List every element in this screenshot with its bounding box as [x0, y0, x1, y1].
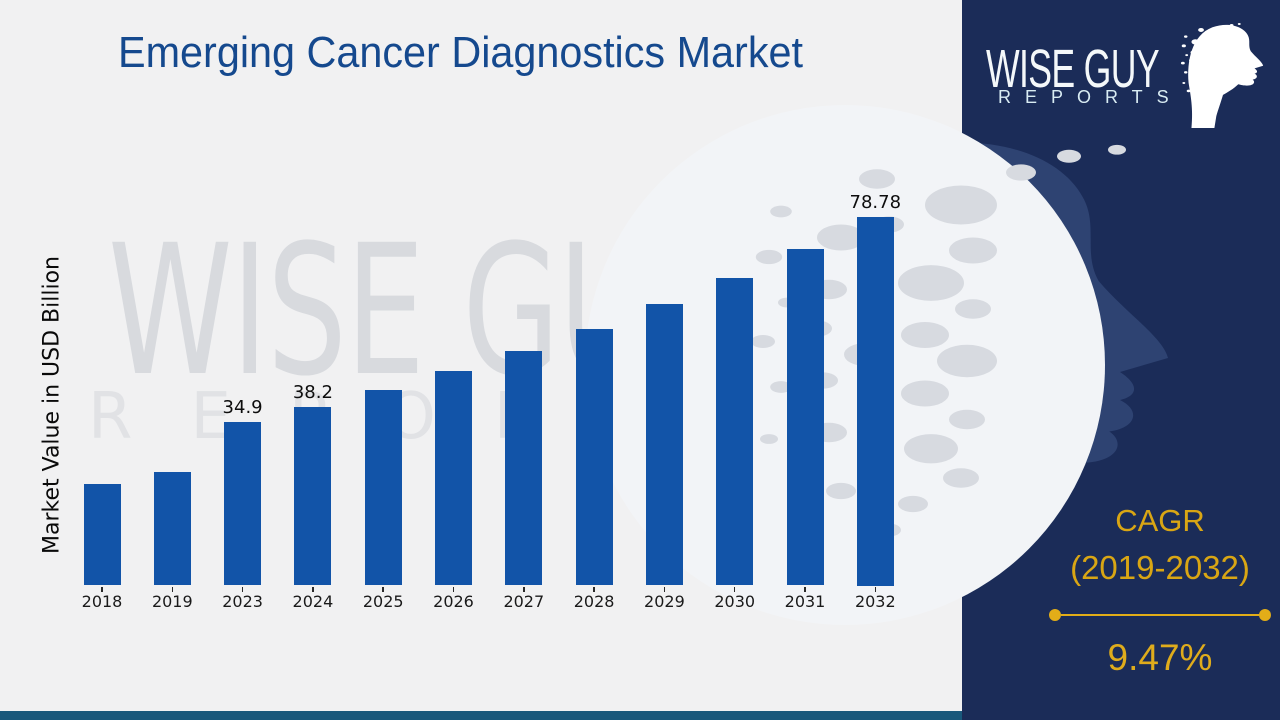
x-axis-tick: [663, 587, 666, 592]
x-axis-tick: [593, 587, 595, 592]
x-tick-label-2025: 2025: [362, 592, 404, 611]
x-axis-tick: [523, 587, 525, 592]
x-axis-tick: [804, 587, 806, 592]
bar-value-label-2032: 78.78: [849, 192, 902, 213]
cagr-heading: CAGR: [1115, 503, 1205, 538]
cagr-divider-line: [1049, 609, 1271, 621]
x-axis-tick: [874, 587, 877, 592]
x-tick-label-2029: 2029: [644, 592, 685, 611]
x-axis-tick: [733, 587, 736, 592]
x-tick-label-2030: 2030: [714, 592, 756, 611]
line-end-dot-left: [1049, 609, 1061, 621]
line-rule: [1061, 613, 1259, 617]
x-axis-tick: [241, 587, 244, 592]
x-axis-tick: [312, 587, 314, 592]
bar-2024: [294, 406, 332, 586]
x-tick-label-2019: 2019: [151, 592, 193, 611]
x-tick-label-2031: 2031: [784, 592, 826, 611]
x-axis-tick: [101, 587, 103, 592]
bar-2031: [786, 248, 824, 586]
line-end-dot-right: [1259, 609, 1271, 621]
bar-2019: [153, 471, 191, 586]
bar-value-label-2024: 38.2: [292, 381, 333, 403]
x-tick-label-2024: 2024: [292, 592, 334, 611]
bar-2025: [364, 389, 402, 586]
cagr-block: CAGR (2019-2032) 9.47%: [1035, 503, 1280, 679]
x-tick-label-2018: 2018: [81, 592, 123, 611]
cagr-range: (2019-2032): [1070, 549, 1250, 586]
x-tick-label-2023: 2023: [222, 592, 263, 611]
x-axis-tick: [171, 587, 174, 592]
bar-2030: [716, 277, 754, 586]
bar-2018: [83, 483, 121, 586]
x-axis-tick: [452, 587, 455, 592]
y-axis-label: Market Value in USD Billion: [39, 255, 65, 555]
bar-2032: [856, 217, 894, 586]
x-tick-label-2026: 2026: [433, 592, 474, 611]
bar-value-label-2023: 34.9: [222, 397, 263, 419]
page-title: Emerging Cancer Diagnostics Market: [118, 28, 804, 77]
cagr-value: 9.47%: [1107, 637, 1213, 678]
x-tick-label-2028: 2028: [573, 592, 615, 611]
bar-2028: [575, 328, 613, 586]
bar-2026: [435, 371, 472, 586]
face-profile-dots-icon: [1180, 22, 1264, 128]
bottom-accent-strip: [0, 711, 962, 720]
x-tick-label-2032: 2032: [854, 592, 896, 611]
brand-logo: WISE GUY REPORTS: [962, 0, 1280, 140]
bar-2027: [505, 351, 543, 586]
x-tick-label-2027: 2027: [503, 592, 545, 611]
brand-logo-subtext: REPORTS: [998, 87, 1183, 107]
bar-2029: [645, 304, 683, 586]
brand-logo-text: WISE GUY: [986, 39, 1160, 99]
bar-2023: [224, 422, 262, 586]
x-axis-tick: [382, 587, 384, 592]
